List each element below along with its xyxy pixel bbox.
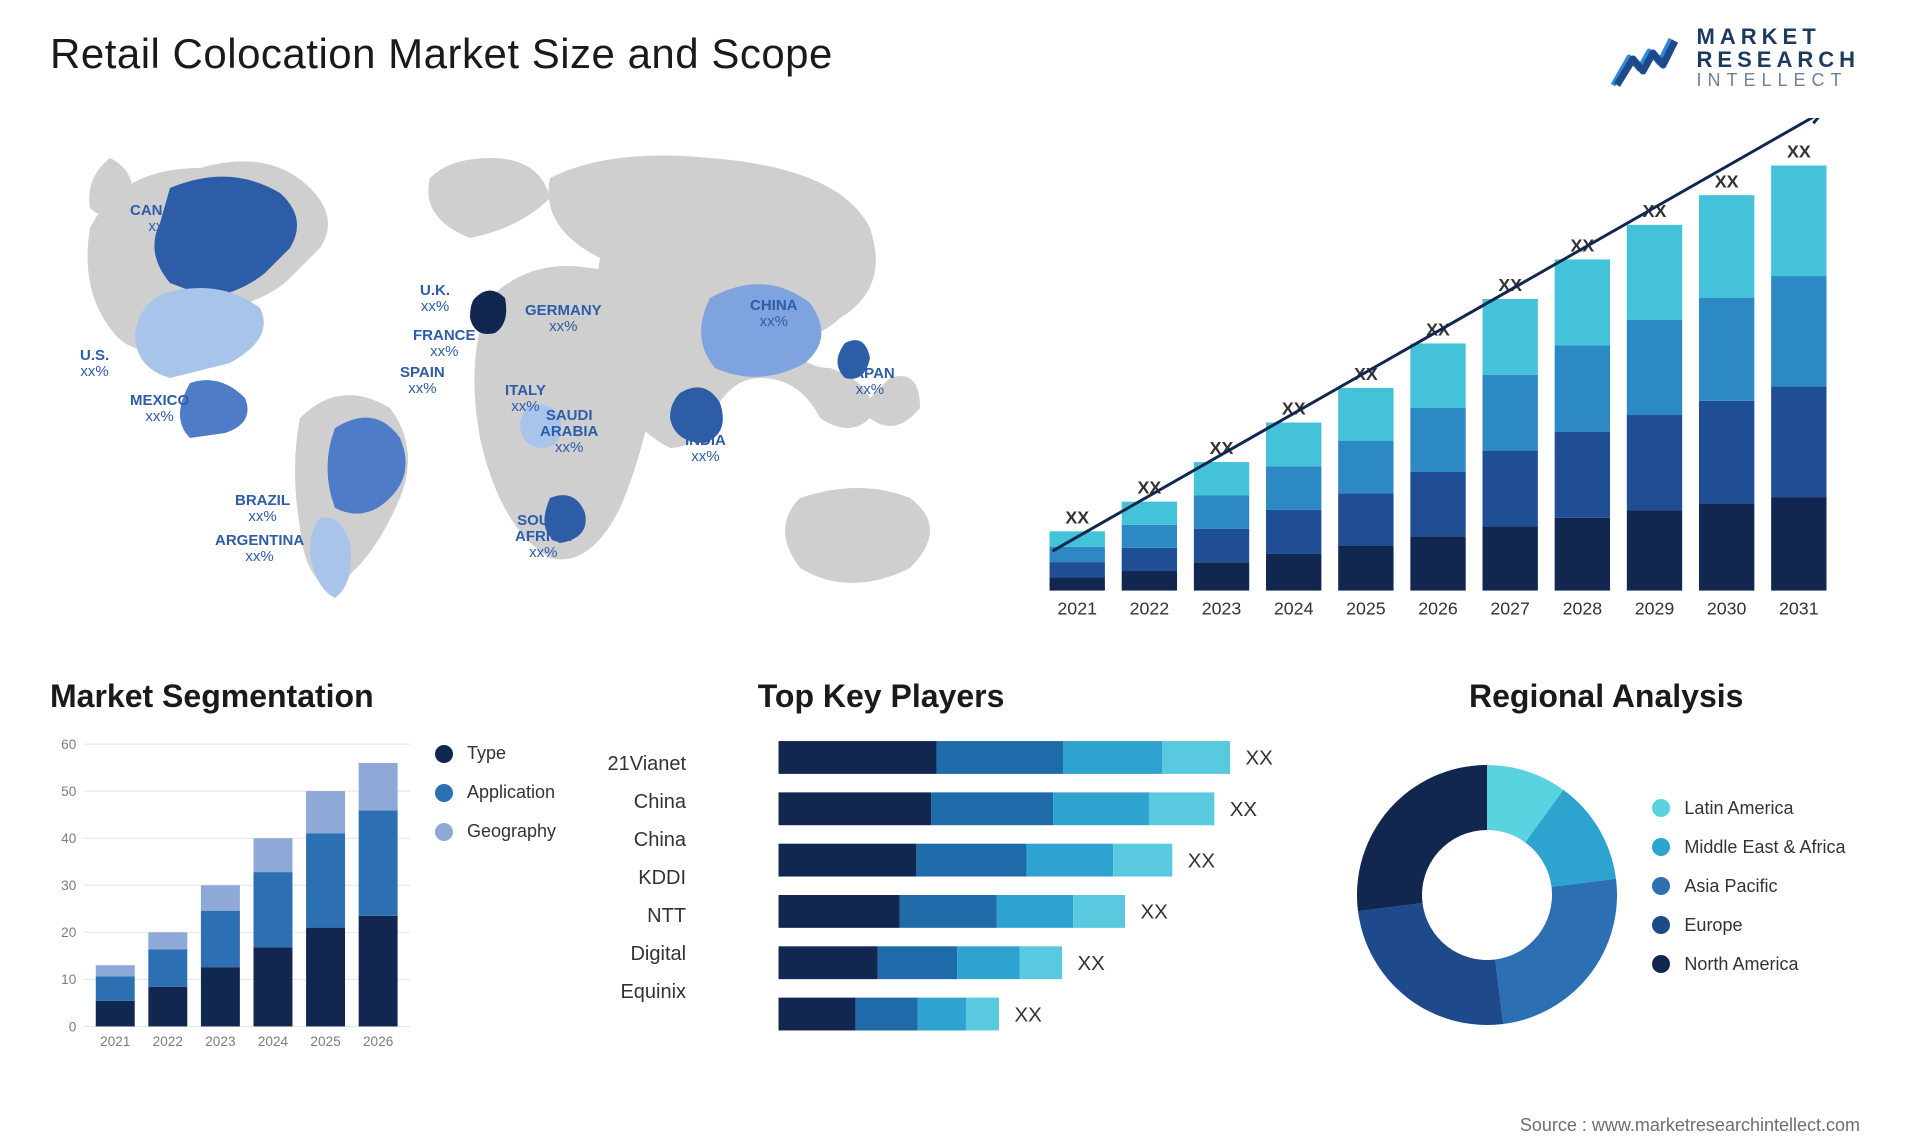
map-label: MEXICOxx% <box>130 393 189 425</box>
svg-text:2021: 2021 <box>1057 598 1097 618</box>
key-players-chart: XX XX XX XX XX XX <box>758 725 1333 1065</box>
logo-line1: MARKET <box>1697 25 1860 48</box>
svg-text:2029: 2029 <box>1635 598 1675 618</box>
legend-item: North America <box>1652 954 1845 975</box>
logo-line3: INTELLECT <box>1697 71 1860 90</box>
page-title: Retail Colocation Market Size and Scope <box>50 30 1870 78</box>
key-players-title: Top Key Players <box>758 678 1333 715</box>
svg-text:2024: 2024 <box>1274 598 1314 618</box>
map-label: SOUTHAFRICAxx% <box>515 513 572 562</box>
svg-text:2025: 2025 <box>1346 598 1386 618</box>
svg-text:XX: XX <box>1065 507 1089 527</box>
main-growth-chart: XX2021XX2022XX2023XX2024XX2025XX2026XX20… <box>1010 118 1870 648</box>
map-label: ARGENTINAxx% <box>215 533 304 565</box>
svg-text:XX: XX <box>1715 171 1739 191</box>
svg-text:60: 60 <box>61 737 77 752</box>
legend-item: Asia Pacific <box>1652 876 1845 897</box>
brand-logo: MARKET RESEARCH INTELLECT <box>1611 25 1860 90</box>
segmentation-legend: Type Application Geography <box>435 743 556 1065</box>
svg-text:2031: 2031 <box>1779 598 1819 618</box>
regional-title: Regional Analysis <box>1342 678 1870 715</box>
map-label: U.K.xx% <box>420 283 450 315</box>
map-label: CANADAxx% <box>130 203 195 235</box>
svg-text:2026: 2026 <box>363 1034 393 1049</box>
svg-text:30: 30 <box>61 878 77 893</box>
svg-text:40: 40 <box>61 831 77 846</box>
list-item: China <box>566 783 686 821</box>
svg-text:20: 20 <box>61 925 77 940</box>
svg-text:2027: 2027 <box>1490 598 1530 618</box>
segmentation-title: Market Segmentation <box>50 678 738 715</box>
svg-text:2024: 2024 <box>258 1034 289 1049</box>
svg-text:XX: XX <box>1787 142 1811 162</box>
svg-text:2026: 2026 <box>1418 598 1458 618</box>
svg-text:2021: 2021 <box>100 1034 130 1049</box>
svg-text:50: 50 <box>61 784 77 799</box>
legend-item: Geography <box>435 821 556 842</box>
map-label: U.S.xx% <box>80 348 109 380</box>
svg-text:2022: 2022 <box>1130 598 1170 618</box>
list-item: Equinix <box>566 973 686 1011</box>
map-label: CHINAxx% <box>750 298 798 330</box>
logo-line2: RESEARCH <box>1697 48 1860 71</box>
segmentation-list: 21VianetChinaChinaKDDINTTDigitalEquinix <box>566 745 686 1065</box>
svg-text:XX: XX <box>1014 1003 1042 1026</box>
svg-text:XX: XX <box>1245 747 1273 770</box>
svg-text:2025: 2025 <box>310 1034 340 1049</box>
regional-donut <box>1342 750 1632 1040</box>
map-label: BRAZILxx% <box>235 493 290 525</box>
svg-text:2023: 2023 <box>205 1034 235 1049</box>
source-label: Source : www.marketresearchintellect.com <box>1520 1115 1860 1136</box>
list-item: China <box>566 821 686 859</box>
svg-text:XX: XX <box>1187 849 1215 872</box>
svg-text:2030: 2030 <box>1707 598 1747 618</box>
legend-item: Europe <box>1652 915 1845 936</box>
svg-text:XX: XX <box>1229 798 1257 821</box>
list-item: KDDI <box>566 859 686 897</box>
map-label: INDIAxx% <box>685 433 726 465</box>
legend-item: Middle East & Africa <box>1652 837 1845 858</box>
list-item: NTT <box>566 897 686 935</box>
svg-text:XX: XX <box>1140 901 1168 924</box>
legend-item: Latin America <box>1652 798 1845 819</box>
legend-item: Application <box>435 782 556 803</box>
svg-text:2028: 2028 <box>1563 598 1603 618</box>
map-label: SAUDIARABIAxx% <box>540 408 598 457</box>
map-label: JAPANxx% <box>845 366 895 398</box>
svg-text:XX: XX <box>1077 952 1105 975</box>
segmentation-chart: 0 10 20 30 40 50 60 2021 2022 2023 2024 2025 2026 <box>50 725 420 1065</box>
svg-text:2022: 2022 <box>153 1034 183 1049</box>
list-item: Digital <box>566 935 686 973</box>
logo-mark-icon <box>1611 29 1683 87</box>
legend-item: Type <box>435 743 556 764</box>
regional-legend: Latin America Middle East & Africa Asia Pa… <box>1652 798 1845 993</box>
map-label: SPAINxx% <box>400 365 445 397</box>
svg-text:2023: 2023 <box>1202 598 1242 618</box>
list-item: 21Vianet <box>566 745 686 783</box>
svg-text:10: 10 <box>61 972 77 987</box>
world-map: CANADAxx% U.S.xx% MEXICOxx% BRAZILxx% ARGENT… <box>50 118 1000 648</box>
svg-text:0: 0 <box>69 1019 77 1034</box>
map-label: FRANCExx% <box>413 328 476 360</box>
map-label: GERMANYxx% <box>525 303 602 335</box>
